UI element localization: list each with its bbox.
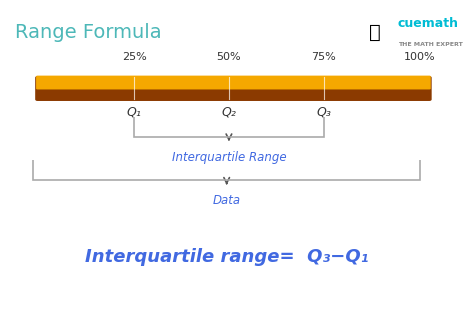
Text: 75%: 75% bbox=[311, 52, 336, 62]
Text: Q₃: Q₃ bbox=[316, 106, 331, 119]
FancyBboxPatch shape bbox=[35, 76, 432, 101]
Text: 50%: 50% bbox=[217, 52, 241, 62]
Text: THE MATH EXPERT: THE MATH EXPERT bbox=[398, 42, 463, 47]
Text: Interquartile Range: Interquartile Range bbox=[172, 151, 286, 164]
Text: Q₁: Q₁ bbox=[127, 106, 142, 119]
Text: 🚀: 🚀 bbox=[369, 23, 381, 42]
Text: 100%: 100% bbox=[404, 52, 435, 62]
Text: Range Formula: Range Formula bbox=[15, 23, 162, 42]
Text: Q₂: Q₂ bbox=[221, 106, 237, 119]
Text: 25%: 25% bbox=[122, 52, 146, 62]
Text: Interquartile range=  Q₃−Q₁: Interquartile range= Q₃−Q₁ bbox=[85, 248, 368, 266]
Text: Data: Data bbox=[213, 194, 241, 207]
Text: cuemath: cuemath bbox=[398, 17, 459, 30]
FancyBboxPatch shape bbox=[36, 76, 431, 89]
